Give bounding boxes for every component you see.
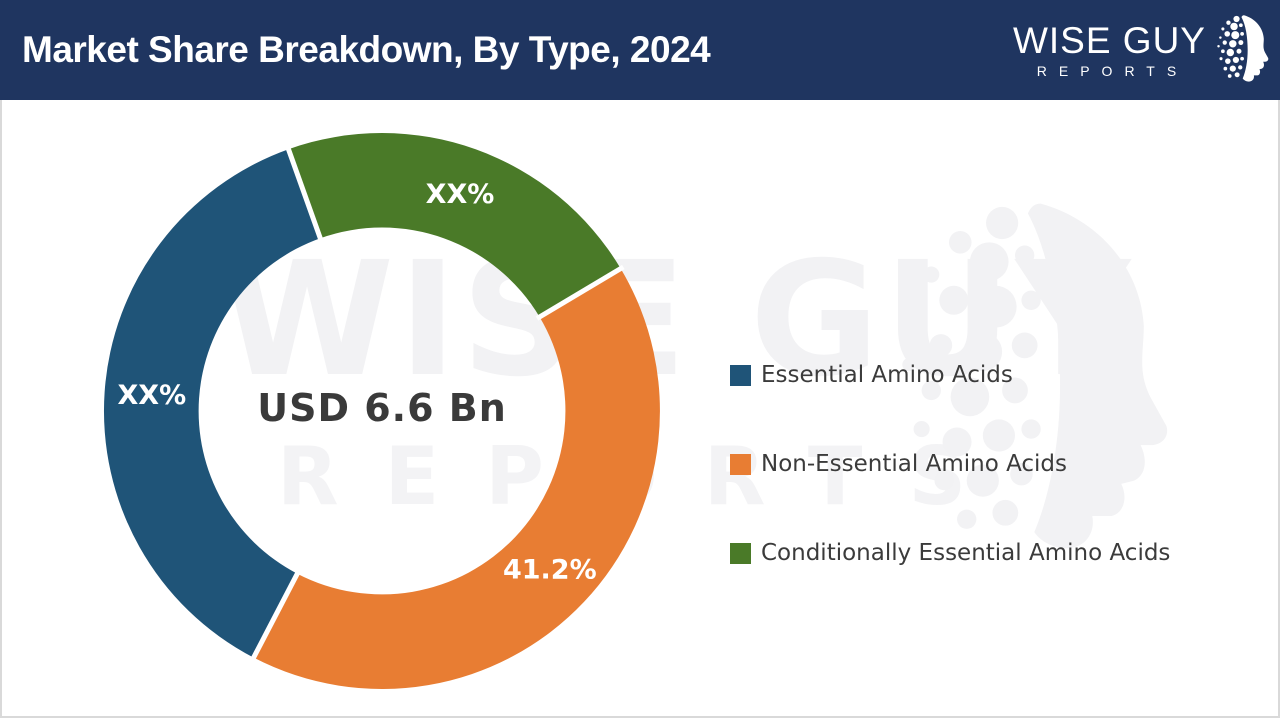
legend-swatch-essential <box>730 364 751 386</box>
legend-label: Non-Essential Amino Acids <box>761 451 1068 477</box>
segment-label-non-essential: 41.2% <box>503 554 597 585</box>
chart-legend: Essential Amino Acids Non-Essential Amin… <box>730 361 1170 628</box>
header-bar: Market Share Breakdown, By Type, 2024 WI… <box>0 0 1280 100</box>
donut-segment-essential <box>103 149 321 658</box>
segment-separator <box>250 569 301 662</box>
legend-item-non-essential: Non-Essential Amino Acids <box>730 450 1170 478</box>
legend-item-conditionally-essential: Conditionally Essential Amino Acids <box>730 539 1170 567</box>
legend-item-essential: Essential Amino Acids <box>730 361 1170 389</box>
legend-label: Essential Amino Acids <box>761 362 1013 388</box>
page-title: Market Share Breakdown, By Type, 2024 <box>22 29 711 70</box>
legend-label: Conditionally Essential Amino Acids <box>761 540 1171 566</box>
wise-guy-logo: WISE GUY REPORTS <box>1013 12 1280 88</box>
logo-face-icon <box>1217 15 1269 82</box>
donut-center-value: USD 6.6 Bn <box>257 386 507 430</box>
segment-label-conditionally-essential: XX% <box>426 179 495 210</box>
donut-chart: XX% XX% 41.2% <box>103 133 660 689</box>
logo-wordmark: WISE GUY <box>1012 20 1206 61</box>
segment-label-essential: XX% <box>117 380 186 411</box>
segment-separator <box>535 264 625 321</box>
donut-segment-non-essential <box>253 268 660 689</box>
segment-separator <box>285 145 324 242</box>
donut-segment-conditionally-essential <box>288 133 621 317</box>
legend-swatch-non-essential <box>730 453 751 475</box>
legend-swatch-conditionally-essential <box>730 542 751 564</box>
chart-area: WISE GUY REPORTS XX%XX%41.2% USD 6.6 Bn … <box>0 100 1280 718</box>
logo-subtitle: REPORTS <box>1036 63 1189 79</box>
